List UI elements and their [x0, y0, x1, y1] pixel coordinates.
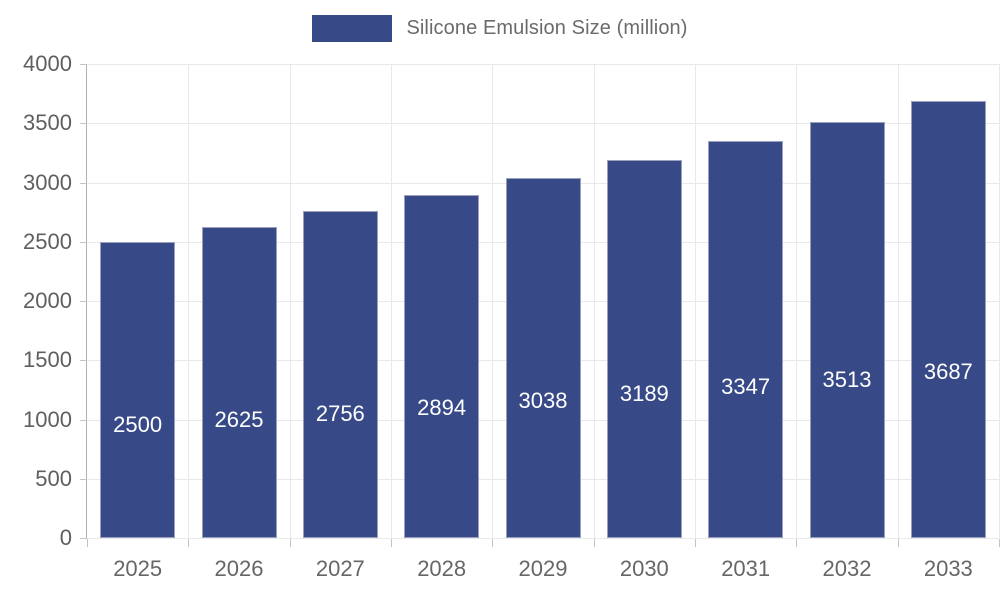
x-axis-tick-label: 2027 [315, 556, 365, 581]
x-axis-tick [391, 539, 392, 547]
bar[interactable] [809, 121, 885, 538]
x-axis-tick [897, 539, 899, 547]
bar[interactable] [505, 177, 581, 538]
y-axis-tick-label: 0 [59, 525, 72, 550]
gridline-vertical [593, 64, 595, 538]
x-axis-tick-label: 2032 [822, 556, 872, 581]
gridline-vertical [897, 64, 899, 538]
bar[interactable] [404, 195, 480, 538]
y-axis-tick [80, 478, 87, 480]
x-axis-tick-label: 2028 [417, 556, 467, 581]
x-axis-tick-label: 2026 [214, 556, 264, 581]
y-axis-tick-label: 3000 [23, 169, 72, 195]
gridline-vertical [391, 64, 392, 538]
y-axis-tick [80, 360, 87, 362]
bar[interactable] [100, 241, 176, 538]
gridline-vertical [796, 64, 798, 538]
y-axis-tick [80, 182, 87, 184]
x-axis-tick [695, 539, 696, 547]
chart-legend: Silicone Emulsion Size (million) [0, 8, 1000, 48]
x-axis-tick [796, 539, 798, 547]
gridline-horizontal [87, 64, 999, 65]
gridline-horizontal [87, 538, 999, 539]
legend-swatch-icon [312, 14, 393, 42]
y-axis-tick [80, 419, 87, 421]
gridline-vertical [695, 64, 696, 538]
y-axis-tick [80, 538, 87, 539]
y-axis-tick [80, 123, 87, 125]
bar[interactable] [708, 141, 784, 538]
x-axis-tick-label: 2030 [619, 556, 669, 581]
x-axis-tick-label: 2033 [923, 556, 973, 581]
x-axis-tick [188, 539, 190, 547]
gridline-vertical [289, 64, 291, 538]
gridline-vertical [188, 64, 190, 538]
gridline-vertical [492, 64, 494, 538]
x-axis-tick [492, 539, 494, 547]
x-axis-tick-label: 2031 [721, 556, 771, 581]
x-axis-tick [289, 539, 291, 547]
legend-item-label: Silicone Emulsion Size (million) [406, 16, 688, 39]
y-axis-tick [80, 241, 87, 243]
y-axis-tick-label: 3500 [23, 110, 72, 136]
bar[interactable] [910, 101, 986, 538]
y-axis-tick [80, 301, 87, 302]
y-axis-tick-label: 2500 [23, 228, 72, 254]
x-axis-tick-label: 2025 [113, 556, 163, 581]
legend-item-silicone-emulsion[interactable]: Silicone Emulsion Size (million) [312, 14, 688, 42]
y-axis-tick-label: 4000 [23, 51, 72, 76]
bar[interactable] [606, 160, 682, 538]
plot-area: 2500 2625 2756 2894 3038 3189 3347 3513 3687 [87, 64, 1000, 539]
x-axis-tick-label: 2029 [518, 556, 568, 581]
y-axis-tick-label: 1500 [23, 347, 72, 373]
x-axis-tick [87, 539, 88, 547]
gridline-horizontal [87, 123, 999, 125]
x-axis-tick [593, 539, 595, 547]
y-axis-tick-label: 2000 [23, 288, 72, 313]
y-axis-tick-label: 500 [35, 465, 72, 491]
bar[interactable] [201, 226, 277, 538]
y-axis-tick [80, 64, 87, 65]
y-axis-tick-label: 1000 [23, 406, 72, 432]
bar[interactable] [302, 211, 378, 538]
